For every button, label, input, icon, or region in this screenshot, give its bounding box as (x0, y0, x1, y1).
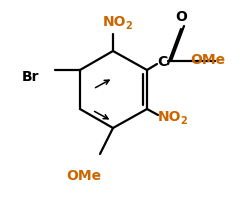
Text: NO: NO (158, 110, 182, 123)
Text: Br: Br (22, 70, 40, 84)
Text: OMe: OMe (190, 53, 225, 67)
Text: O: O (175, 10, 187, 24)
Text: 2: 2 (125, 21, 132, 31)
Text: C: C (157, 55, 167, 69)
Text: OMe: OMe (66, 168, 102, 182)
Text: 2: 2 (180, 115, 187, 125)
Text: NO: NO (103, 15, 126, 29)
